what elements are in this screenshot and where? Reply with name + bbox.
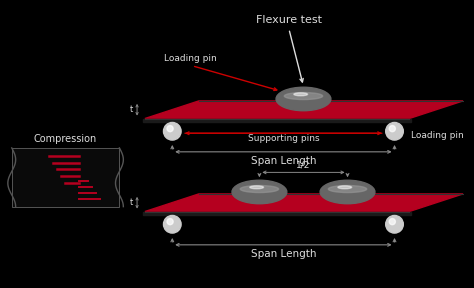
Polygon shape — [145, 194, 463, 212]
Circle shape — [167, 219, 173, 225]
Text: Span Length: Span Length — [251, 156, 316, 166]
Text: Flexure test: Flexure test — [256, 15, 322, 25]
Circle shape — [389, 219, 395, 225]
Polygon shape — [145, 101, 463, 119]
Polygon shape — [143, 212, 411, 215]
Circle shape — [386, 122, 403, 140]
Ellipse shape — [338, 186, 352, 189]
Ellipse shape — [240, 185, 279, 193]
Circle shape — [164, 215, 181, 233]
Text: Span Length: Span Length — [251, 249, 316, 259]
Text: Supporting pins: Supporting pins — [247, 134, 319, 143]
Ellipse shape — [320, 180, 375, 204]
Text: Compression: Compression — [34, 134, 97, 144]
Text: 1/2: 1/2 — [296, 160, 310, 169]
Bar — [12, 148, 119, 207]
Ellipse shape — [294, 93, 308, 96]
Circle shape — [389, 126, 395, 132]
Ellipse shape — [250, 186, 264, 189]
Text: t: t — [129, 198, 133, 207]
Text: Loading pin: Loading pin — [164, 54, 217, 63]
Ellipse shape — [284, 92, 323, 100]
Circle shape — [167, 126, 173, 132]
Text: Loading pin: Loading pin — [411, 131, 464, 140]
Text: t: t — [129, 105, 133, 114]
Circle shape — [386, 215, 403, 233]
Polygon shape — [143, 119, 411, 122]
Ellipse shape — [232, 180, 287, 204]
Ellipse shape — [276, 87, 331, 111]
Ellipse shape — [328, 185, 367, 193]
Circle shape — [164, 122, 181, 140]
